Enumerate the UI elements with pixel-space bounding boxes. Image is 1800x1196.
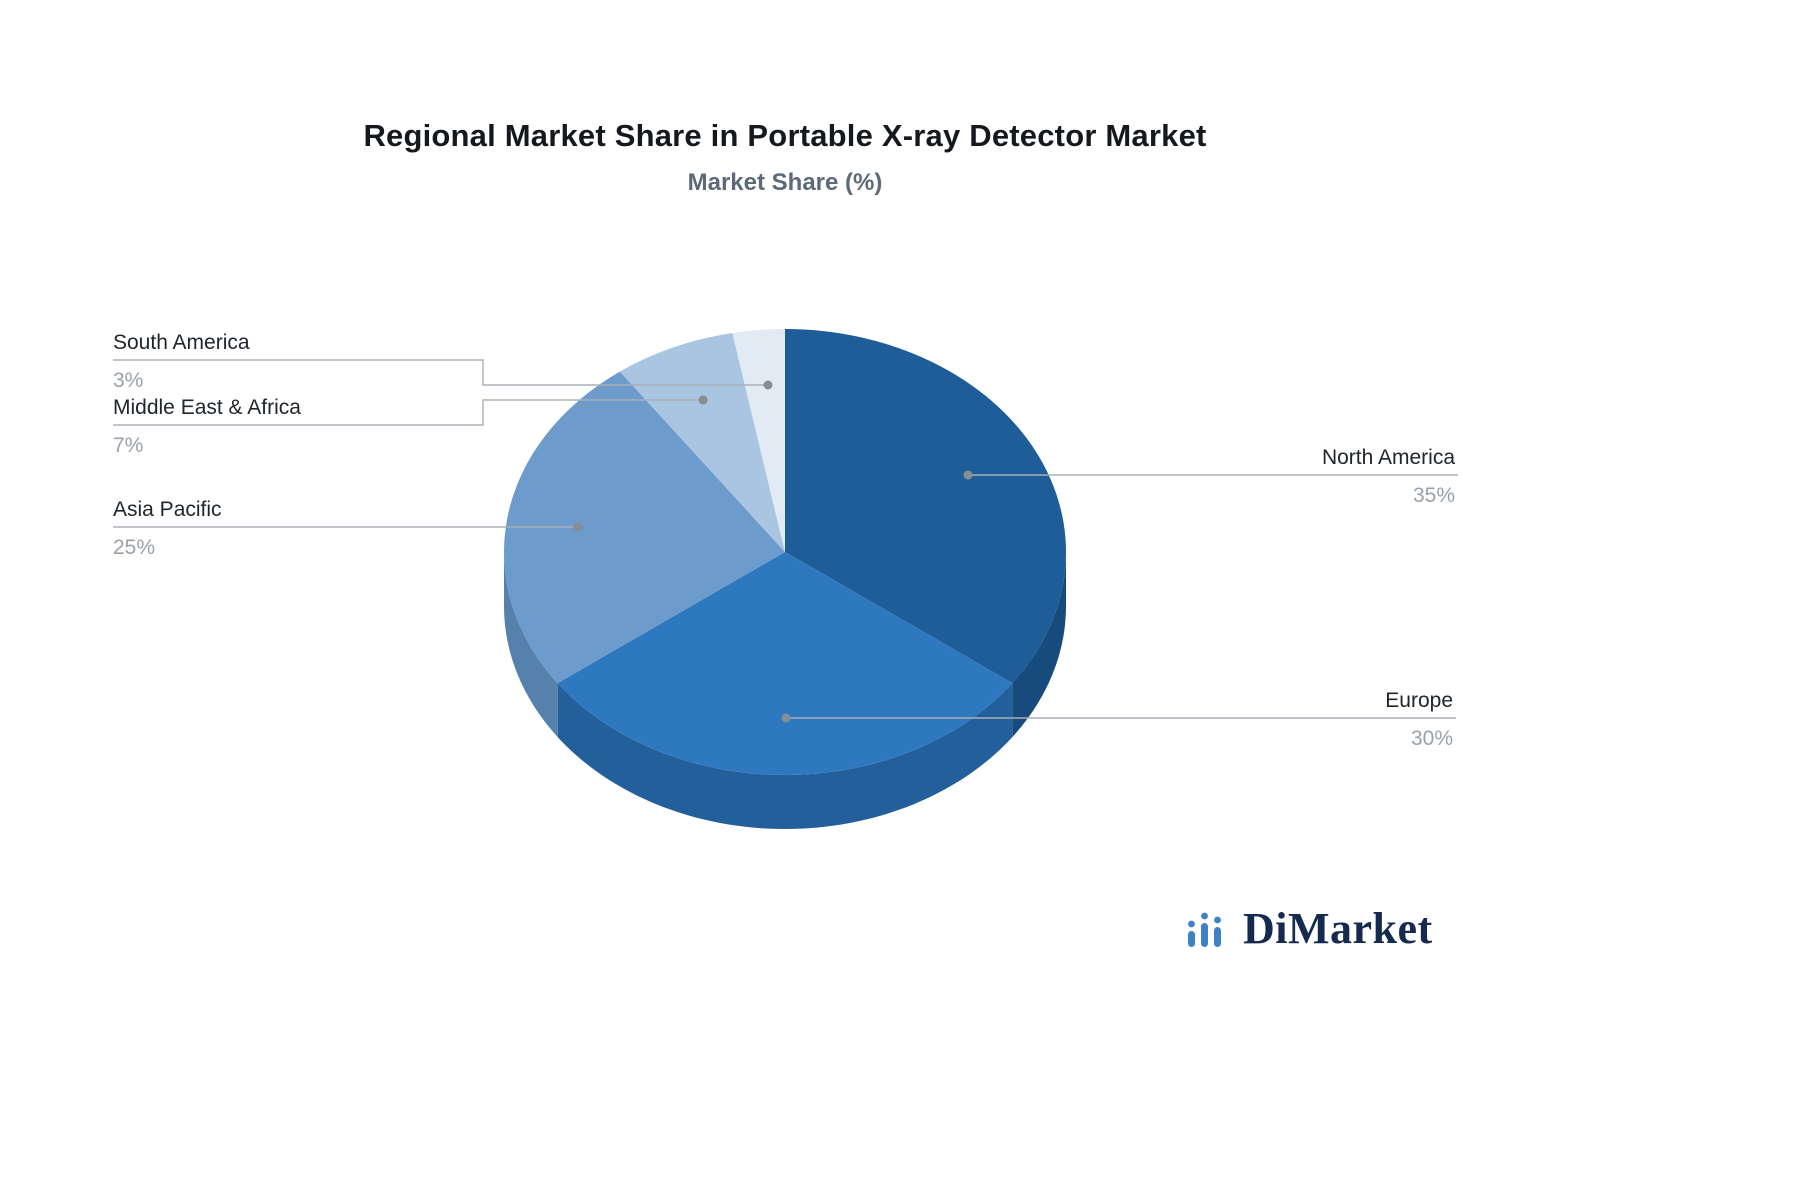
slice-value-middle-east-africa: 7% xyxy=(113,434,143,457)
slice-label-europe: Europe xyxy=(1385,689,1453,712)
label-line-south-america xyxy=(113,359,768,386)
logo-dot xyxy=(1201,912,1208,919)
slice-label-asia-pacific: Asia Pacific xyxy=(113,498,222,521)
chart-subtitle: Market Share (%) xyxy=(687,169,883,196)
logo-bar xyxy=(1214,926,1221,947)
slice-value-south-america: 3% xyxy=(113,369,143,392)
logo-bar xyxy=(1201,922,1208,947)
logo-bar xyxy=(1188,930,1195,947)
slice-value-europe: 30% xyxy=(1411,727,1453,750)
pie-slice-side-north-america xyxy=(1012,552,1066,738)
label-dot-middle-east-africa xyxy=(698,395,708,405)
slice-value-asia-pacific: 25% xyxy=(113,536,155,559)
label-line-middle-east-africa xyxy=(113,399,703,426)
pie-slice-north-america[interactable] xyxy=(785,329,1066,684)
logo-text: DiMarket xyxy=(1243,904,1433,953)
label-dot-south-america xyxy=(763,380,773,390)
label-dot-europe xyxy=(781,713,791,723)
logo-dot xyxy=(1214,916,1221,923)
pie-slice-europe[interactable] xyxy=(557,552,1013,776)
pie-slice-asia-pacific[interactable] xyxy=(504,371,785,684)
pie-slice-side-asia-pacific xyxy=(504,552,558,738)
logo-dot xyxy=(1188,920,1195,927)
bar-chart-icon xyxy=(1188,912,1221,947)
slice-value-north-america: 35% xyxy=(1413,484,1455,507)
pie-slice-side-europe xyxy=(557,683,1013,830)
pie-slice-middle-east-africa[interactable] xyxy=(619,332,785,552)
dimarket-logo: DiMarket xyxy=(1185,903,1433,954)
chart-title: Regional Market Share in Portable X-ray … xyxy=(363,118,1207,153)
label-dot-north-america xyxy=(963,470,973,480)
slice-label-north-america: North America xyxy=(1322,446,1455,469)
slice-label-south-america: South America xyxy=(113,331,250,354)
label-dot-asia-pacific xyxy=(573,522,583,532)
slice-label-middle-east-africa: Middle East & Africa xyxy=(113,396,301,419)
